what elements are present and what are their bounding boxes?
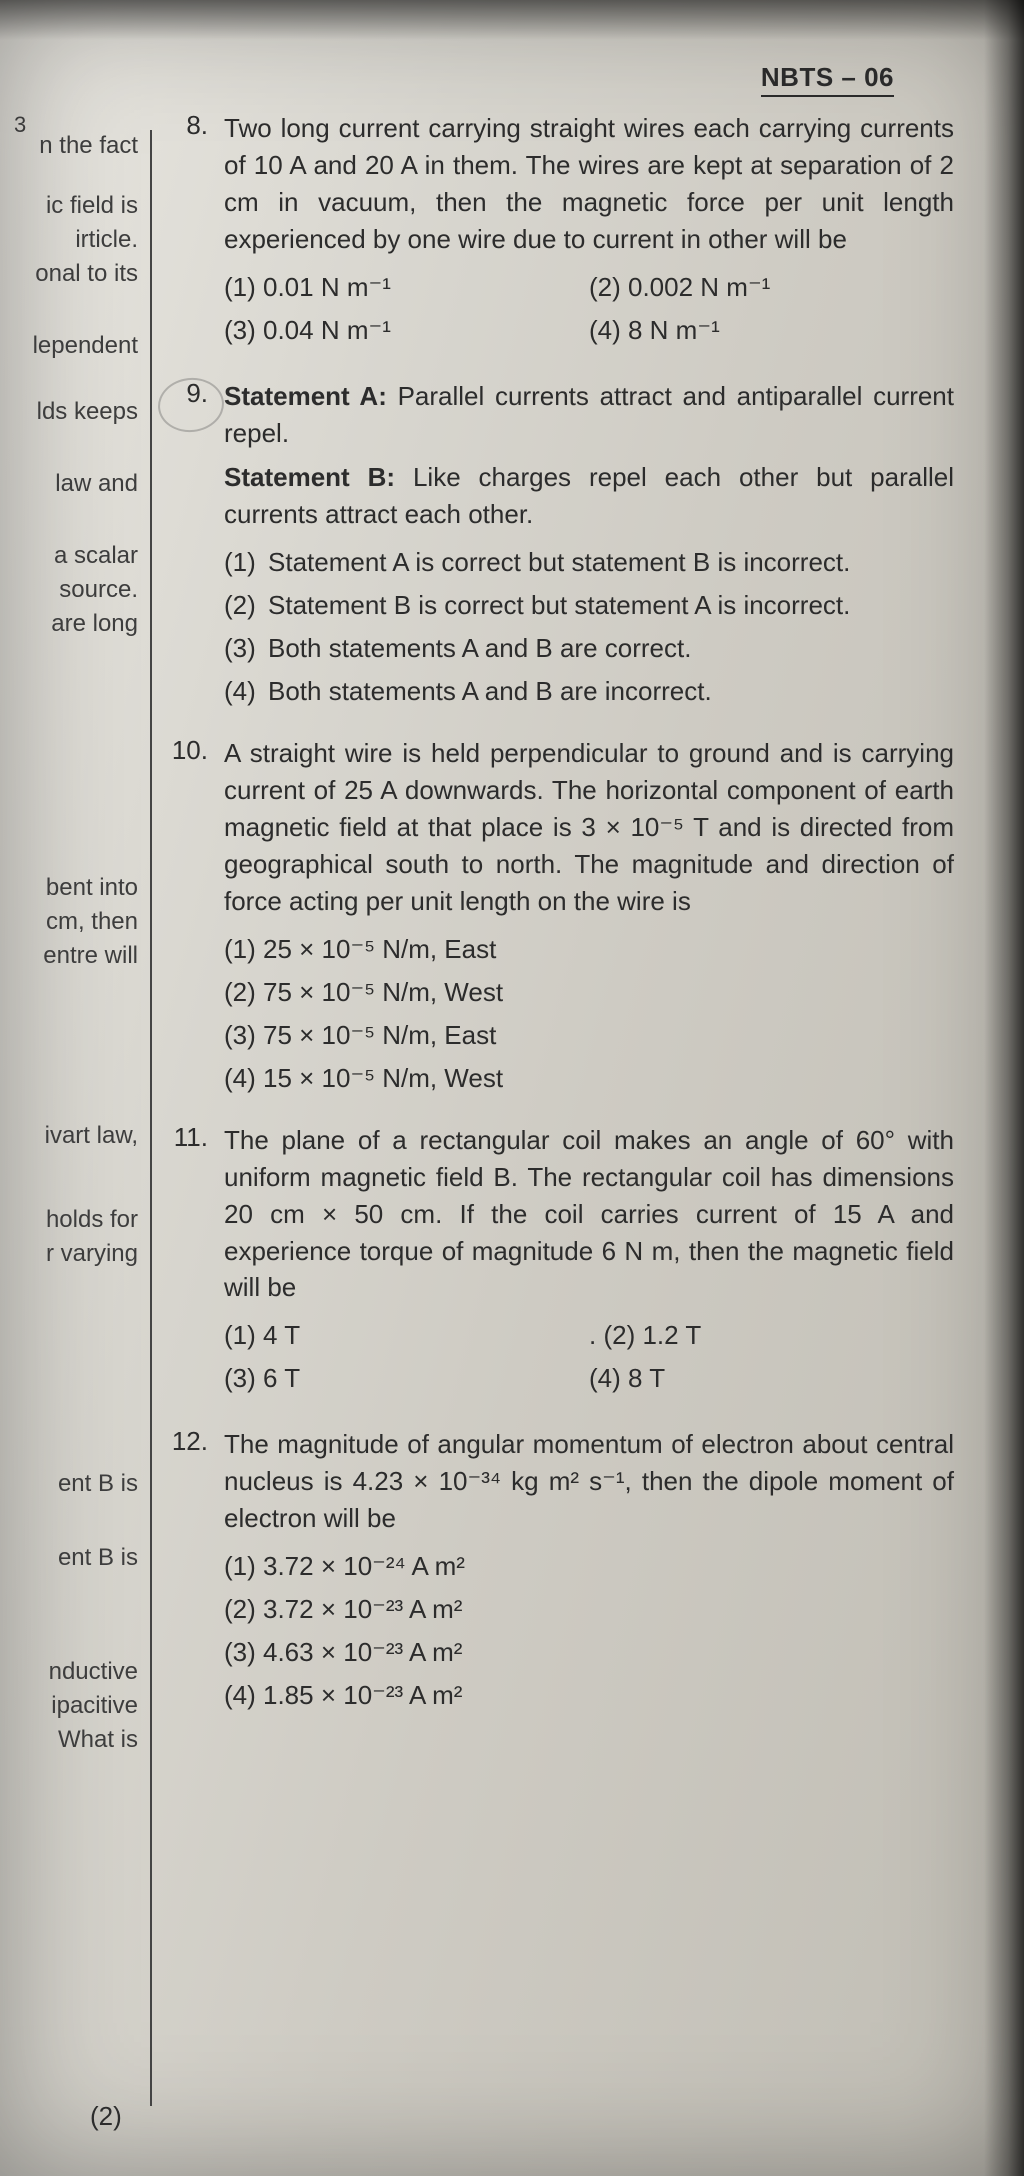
option: (3) 4.63 × 10⁻²³ A m² <box>224 1633 954 1672</box>
cutoff-fragment: lds keeps <box>0 396 150 428</box>
cutoff-fragment: entre will <box>0 940 150 972</box>
option: (2) 75 × 10⁻⁵ N/m, West <box>224 973 954 1012</box>
question-options: (1) 4 T . (2) 1.2 T (3) 6 T (4) 8 T <box>224 1316 954 1402</box>
cutoff-fragment: cm, then <box>0 906 150 938</box>
option: (1) 4 T <box>224 1316 589 1355</box>
option: (3) 75 × 10⁻⁵ N/m, East <box>224 1016 954 1055</box>
question-options: (1)Statement A is correct but statement … <box>224 543 954 711</box>
question-number: 11. <box>164 1122 208 1153</box>
statement-a: Statement A: Parallel currents attract a… <box>224 378 954 452</box>
option: (1) 25 × 10⁻⁵ N/m, East <box>224 930 954 969</box>
cutoff-fragment: onal to its <box>0 258 150 290</box>
cutoff-fragment: irticle. <box>0 224 150 256</box>
cutoff-fragment: holds for <box>0 1204 150 1236</box>
cutoff-fragment: nductive <box>0 1656 150 1688</box>
question-number: 10. <box>164 735 208 766</box>
questions-column: 8. Two long current carrying straight wi… <box>164 110 954 1739</box>
cutoff-fragment: source. <box>0 574 150 606</box>
option: (4) 15 × 10⁻⁵ N/m, West <box>224 1059 954 1098</box>
option: (3) 0.04 N m⁻¹ <box>224 311 589 350</box>
question-options: (1) 25 × 10⁻⁵ N/m, East (2) 75 × 10⁻⁵ N/… <box>224 930 954 1098</box>
option: (3)Both statements A and B are correct. <box>224 629 954 668</box>
question-options: (1) 3.72 × 10⁻²⁴ A m² (2) 3.72 × 10⁻²³ A… <box>224 1547 954 1715</box>
cutoff-fragment: n the fact <box>0 130 150 162</box>
cutoff-fragment: are long <box>0 608 150 640</box>
cutoff-fragment: bent into <box>0 872 150 904</box>
cutoff-fragment: lependent <box>0 330 150 362</box>
column-divider <box>150 130 152 2106</box>
question-number: 12. <box>164 1426 208 1457</box>
footer-answer-key: (2) <box>90 2101 122 2132</box>
question-11: 11. The plane of a rectangular coil make… <box>164 1122 954 1403</box>
cutoff-fragment: ic field is <box>0 190 150 222</box>
cutoff-fragment: ipacitive <box>0 1690 150 1722</box>
question-text: A straight wire is held perpendicular to… <box>224 735 954 920</box>
option: (4) 8 N m⁻¹ <box>589 311 954 350</box>
option: (2) 3.72 × 10⁻²³ A m² <box>224 1590 954 1629</box>
question-text: The plane of a rectangular coil makes an… <box>224 1122 954 1307</box>
cutoff-fragment: ent B is <box>0 1542 150 1574</box>
option: (1)Statement A is correct but statement … <box>224 543 954 582</box>
option: (1) 0.01 N m⁻¹ <box>224 268 589 307</box>
option: (2) 0.002 N m⁻¹ <box>589 268 954 307</box>
cutoff-fragment: law and <box>0 468 150 500</box>
question-number: 8. <box>164 110 208 141</box>
question-options: (1) 0.01 N m⁻¹ (2) 0.002 N m⁻¹ (3) 0.04 … <box>224 268 954 354</box>
cutoff-fragment: a scalar <box>0 540 150 572</box>
option: (2)Statement B is correct but statement … <box>224 586 954 625</box>
question-8: 8. Two long current carrying straight wi… <box>164 110 954 354</box>
option: (1) 3.72 × 10⁻²⁴ A m² <box>224 1547 954 1586</box>
option: (4) 1.85 × 10⁻²³ A m² <box>224 1676 954 1715</box>
statement-b-label: Statement B: <box>224 462 395 492</box>
option: (4)Both statements A and B are incorrect… <box>224 672 954 711</box>
question-9: 9. Statement A: Parallel currents attrac… <box>164 378 954 712</box>
paper-code: NBTS – 06 <box>761 62 894 97</box>
cutoff-fragment: ivart law, <box>0 1120 150 1152</box>
option: (4) 8 T <box>589 1359 954 1398</box>
question-10: 10. A straight wire is held perpendicula… <box>164 735 954 1098</box>
statement-b: Statement B: Like charges repel each oth… <box>224 459 954 533</box>
question-12: 12. The magnitude of angular momentum of… <box>164 1426 954 1715</box>
statement-a-label: Statement A: <box>224 381 387 411</box>
option: . (2) 1.2 T <box>589 1316 954 1355</box>
question-text: The magnitude of angular momentum of ele… <box>224 1426 954 1537</box>
cutoff-fragment: What is <box>0 1724 150 1756</box>
option: (3) 6 T <box>224 1359 589 1398</box>
exam-page: NBTS – 06 3 n the factic field isirticle… <box>0 0 1024 2176</box>
question-number: 9. <box>164 378 208 409</box>
cutoff-fragment: ent B is <box>0 1468 150 1500</box>
question-text: Two long current carrying straight wires… <box>224 110 954 258</box>
cutoff-fragment: r varying <box>0 1238 150 1270</box>
